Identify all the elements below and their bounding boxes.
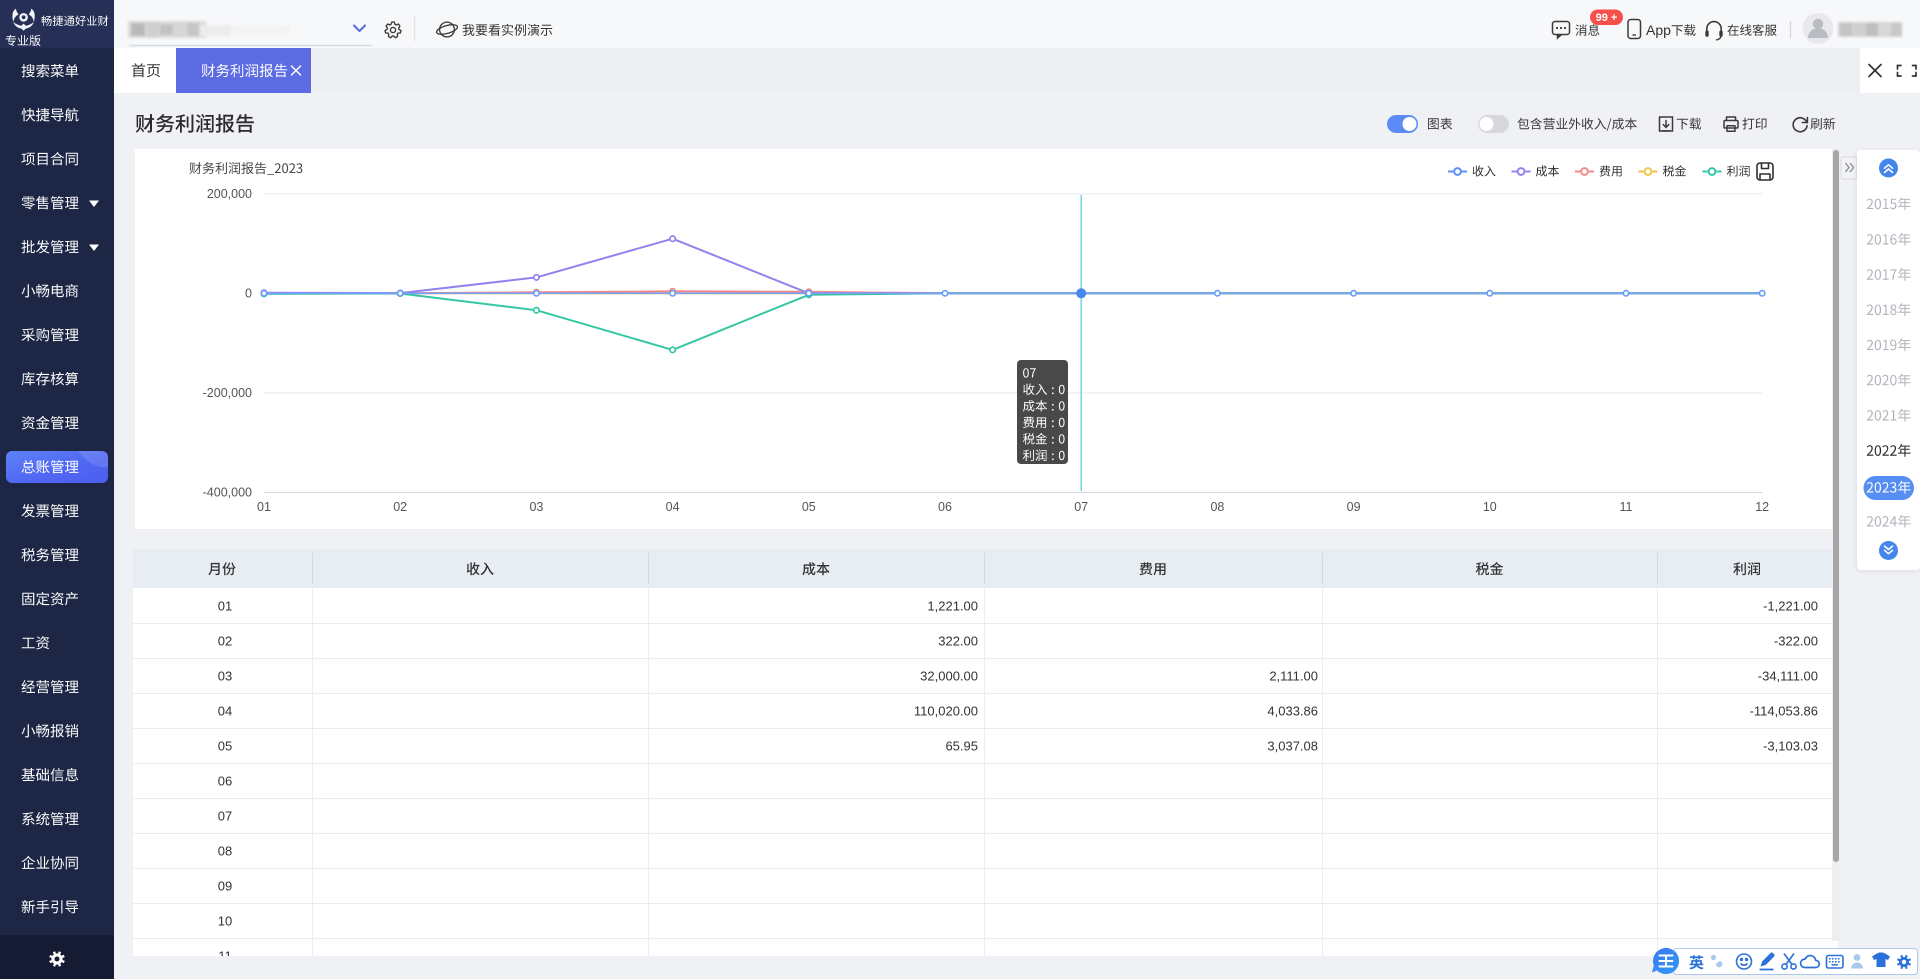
svg-text:04: 04 — [666, 500, 680, 514]
svg-text:1,221.00: 1,221.00 — [927, 599, 978, 614]
svg-text:08: 08 — [1210, 500, 1224, 514]
svg-text:02: 02 — [218, 634, 232, 649]
svg-text:01: 01 — [257, 500, 271, 514]
svg-text:-34,111.00: -34,111.00 — [1758, 669, 1818, 684]
svg-text:0: 0 — [245, 286, 252, 300]
svg-text:2,111.00: 2,111.00 — [1269, 669, 1318, 684]
svg-text:11: 11 — [218, 949, 232, 964]
svg-text:65.95: 65.95 — [945, 739, 978, 754]
svg-text:-322.00: -322.00 — [1774, 634, 1818, 649]
svg-text:08: 08 — [218, 844, 232, 859]
svg-text:12: 12 — [1755, 500, 1769, 514]
svg-text:-1,221.00: -1,221.00 — [1763, 599, 1818, 614]
svg-text:07: 07 — [218, 809, 232, 824]
svg-text:322.00: 322.00 — [938, 634, 978, 649]
svg-text:07: 07 — [1074, 500, 1088, 514]
svg-text:03: 03 — [218, 669, 232, 684]
svg-text:11: 11 — [1620, 500, 1633, 514]
svg-text:09: 09 — [218, 879, 232, 894]
svg-text:-3,103.03: -3,103.03 — [1763, 739, 1818, 754]
svg-text:-400,000: -400,000 — [203, 486, 252, 500]
svg-text:06: 06 — [938, 500, 952, 514]
svg-text:05: 05 — [802, 500, 816, 514]
svg-text:-114,053.86: -114,053.86 — [1750, 704, 1818, 719]
svg-text:32,000.00: 32,000.00 — [920, 669, 978, 684]
svg-text:10: 10 — [1483, 500, 1497, 514]
svg-text:4,033.86: 4,033.86 — [1267, 704, 1318, 719]
svg-text:09: 09 — [1347, 500, 1361, 514]
svg-text:06: 06 — [218, 774, 232, 789]
svg-text:99 +: 99 + — [1596, 12, 1618, 24]
svg-text:03: 03 — [529, 500, 543, 514]
svg-text:05: 05 — [218, 739, 232, 754]
svg-text:04: 04 — [218, 704, 232, 719]
svg-text:3,037.08: 3,037.08 — [1267, 739, 1318, 754]
svg-text:10: 10 — [218, 914, 232, 929]
svg-text:200,000: 200,000 — [207, 187, 252, 201]
svg-text:-200,000: -200,000 — [203, 386, 252, 400]
svg-text:02: 02 — [393, 500, 407, 514]
svg-text:App: App — [1646, 22, 1671, 38]
svg-text:110,020.00: 110,020.00 — [914, 704, 978, 719]
svg-text:01: 01 — [218, 599, 232, 614]
